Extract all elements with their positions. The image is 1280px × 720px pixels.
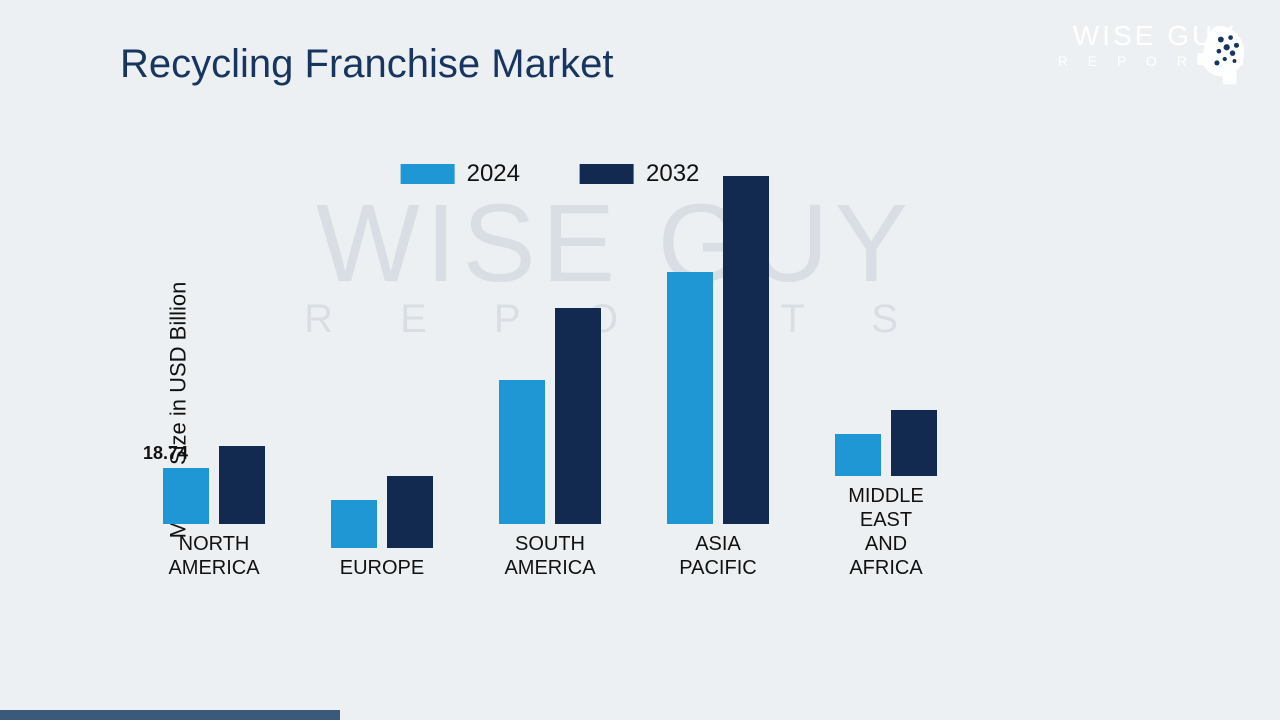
chart-area: Market Size in USD Billion 2024 2032 18.… xyxy=(60,160,980,660)
bar-2024 xyxy=(499,380,545,524)
bottom-accent-bar xyxy=(0,710,340,720)
bar-pair xyxy=(331,188,433,548)
category-label: EUROPE xyxy=(340,556,424,580)
bar-2024 xyxy=(163,468,209,524)
stage: WISE GUY R E P O R T S Recycling Franchi… xyxy=(0,0,1280,720)
brand-logo: WISE GUY R E P O R T S xyxy=(1058,22,1252,68)
bar-2032 xyxy=(891,410,937,476)
category-group: MIDDLE EAST AND AFRICA xyxy=(802,116,970,580)
category-label: MIDDLE EAST AND AFRICA xyxy=(848,484,924,580)
chart-title: Recycling Franchise Market xyxy=(120,42,614,87)
category-group: SOUTH AMERICA xyxy=(466,164,634,580)
logo-head-icon xyxy=(1176,20,1254,98)
category-label: ASIA PACIFIC xyxy=(679,532,756,580)
bar-2032 xyxy=(555,308,601,524)
bar-pair xyxy=(667,164,769,524)
bar-value-label: 18.74 xyxy=(143,443,188,464)
bar-2024 xyxy=(835,434,881,476)
bar-2032 xyxy=(723,176,769,524)
category-label: SOUTH AMERICA xyxy=(504,532,595,580)
category-group: EUROPE xyxy=(298,188,466,580)
legend-swatch-2024 xyxy=(401,164,455,184)
bar-2032 xyxy=(219,446,265,524)
bar-2024 xyxy=(667,272,713,524)
bar-pair xyxy=(499,164,601,524)
bar-pair: 18.74 xyxy=(163,164,265,524)
category-label: NORTH AMERICA xyxy=(168,532,259,580)
bars-row: 18.74 NORTH AMERICA EUROPE SOUTH AMERICA ASI… xyxy=(130,220,970,580)
category-group: ASIA PACIFIC xyxy=(634,164,802,580)
bar-pair xyxy=(835,116,937,476)
bar-2024 xyxy=(331,500,377,548)
bar-2032 xyxy=(387,476,433,548)
plot-area: 2024 2032 18.74NORTH AMERICAEUROPESOUTH … xyxy=(130,160,970,580)
category-group: 18.74 NORTH AMERICA xyxy=(130,164,298,580)
